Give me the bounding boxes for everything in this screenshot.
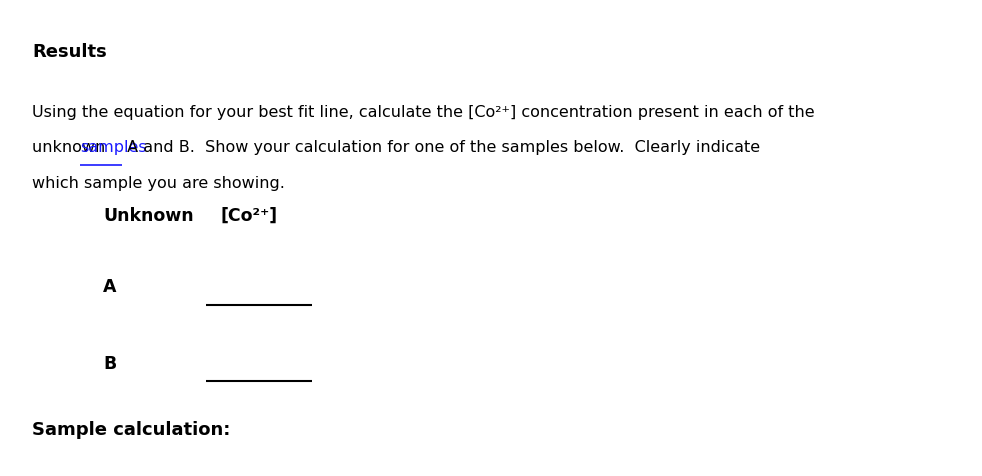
Text: Using the equation for your best fit line, calculate the [Co²⁺] concentration pr: Using the equation for your best fit lin… (32, 105, 815, 120)
Text: Unknown: Unknown (103, 207, 193, 225)
Text: Sample calculation:: Sample calculation: (32, 421, 231, 439)
Text: [Co²⁺]: [Co²⁺] (221, 207, 278, 225)
Text: samples: samples (81, 140, 147, 156)
Text: A: A (103, 278, 117, 297)
Text: A and B.  Show your calculation for one of the samples below.  Clearly indicate: A and B. Show your calculation for one o… (122, 140, 760, 156)
Text: unknown: unknown (32, 140, 111, 156)
Text: Results: Results (32, 43, 107, 61)
Text: which sample you are showing.: which sample you are showing. (32, 176, 286, 191)
Text: B: B (103, 355, 116, 373)
